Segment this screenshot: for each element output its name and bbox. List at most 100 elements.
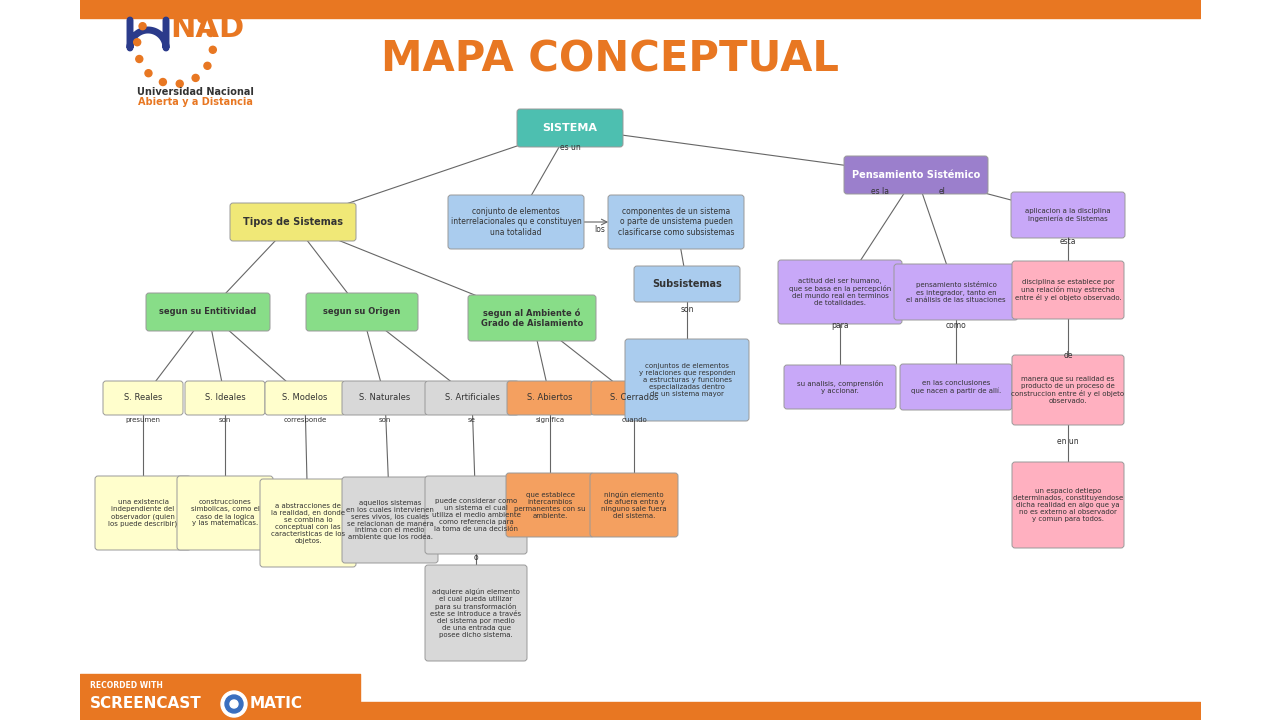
FancyBboxPatch shape xyxy=(634,266,740,302)
Circle shape xyxy=(192,74,200,81)
Text: conjuntos de elementos
y relaciones que responden
a estructuras y funciones
espe: conjuntos de elementos y relaciones que … xyxy=(639,363,735,397)
Text: puede considerar como
un sistema el cual
utiliza el medio ambiente
como referenc: puede considerar como un sistema el cual… xyxy=(431,498,521,532)
Text: corresponde: corresponde xyxy=(283,417,326,423)
Text: componentes de un sistema
o parte de unsistema pueden
clasificarse como subsiste: componentes de un sistema o parte de uns… xyxy=(618,207,735,237)
Text: presumen: presumen xyxy=(125,417,160,423)
Text: construcciones
simbolicas, como el
caso de la logica
y las matematicas.: construcciones simbolicas, como el caso … xyxy=(191,500,260,526)
Circle shape xyxy=(160,78,166,86)
FancyBboxPatch shape xyxy=(785,365,896,409)
Circle shape xyxy=(140,23,146,30)
Text: el: el xyxy=(938,187,946,197)
Text: S. Abiertos: S. Abiertos xyxy=(527,394,572,402)
FancyBboxPatch shape xyxy=(265,381,346,415)
Text: es la: es la xyxy=(870,187,890,197)
Text: SCREENCAST: SCREENCAST xyxy=(90,696,202,711)
Text: S. Ideales: S. Ideales xyxy=(205,394,246,402)
Text: S. Cerrados: S. Cerrados xyxy=(609,394,658,402)
FancyBboxPatch shape xyxy=(260,479,356,567)
FancyBboxPatch shape xyxy=(1012,355,1124,425)
Text: S. Naturales: S. Naturales xyxy=(360,394,411,402)
FancyBboxPatch shape xyxy=(893,264,1018,320)
FancyBboxPatch shape xyxy=(625,339,749,421)
Circle shape xyxy=(204,63,211,69)
Text: los: los xyxy=(595,225,605,235)
FancyBboxPatch shape xyxy=(778,260,902,324)
FancyBboxPatch shape xyxy=(468,295,596,341)
Text: de: de xyxy=(1064,351,1073,361)
Text: un espacio detiepo
determinados, constituyendose
dicha realidad en algo que ya
n: un espacio detiepo determinados, constit… xyxy=(1012,488,1123,522)
FancyBboxPatch shape xyxy=(1011,192,1125,238)
Text: Universidad Nacional: Universidad Nacional xyxy=(137,87,253,97)
Text: segun su Entitividad: segun su Entitividad xyxy=(160,307,256,317)
Text: Tipos de Sistemas: Tipos de Sistemas xyxy=(243,217,343,227)
Circle shape xyxy=(133,39,141,45)
Text: esta: esta xyxy=(1060,238,1076,246)
FancyBboxPatch shape xyxy=(448,195,584,249)
FancyBboxPatch shape xyxy=(230,203,356,241)
FancyBboxPatch shape xyxy=(306,293,419,331)
Text: MATIC: MATIC xyxy=(250,696,303,711)
Text: Pensamiento Sistémico: Pensamiento Sistémico xyxy=(852,170,980,180)
Circle shape xyxy=(183,6,191,14)
Circle shape xyxy=(151,11,157,17)
Text: se: se xyxy=(468,417,476,423)
FancyBboxPatch shape xyxy=(425,565,527,661)
Text: cuando: cuando xyxy=(621,417,646,423)
Text: MAPA CONCEPTUAL: MAPA CONCEPTUAL xyxy=(381,39,838,81)
Text: en las conclusiones
que nacen a partir de allí.: en las conclusiones que nacen a partir d… xyxy=(911,380,1001,394)
Text: a abstracciones de
la realidad, en donde
se combina lo
conceptual con las
caract: a abstracciones de la realidad, en donde… xyxy=(271,503,346,544)
Text: conjunto de elementos
interrelacionales qu e constituyen
una totalidad: conjunto de elementos interrelacionales … xyxy=(451,207,581,237)
Circle shape xyxy=(145,70,152,77)
Text: como: como xyxy=(946,320,966,330)
Circle shape xyxy=(207,30,214,37)
FancyBboxPatch shape xyxy=(425,381,518,415)
FancyBboxPatch shape xyxy=(591,381,677,415)
Text: segun su Origen: segun su Origen xyxy=(324,307,401,317)
Circle shape xyxy=(198,15,205,22)
Text: son: son xyxy=(219,417,232,423)
FancyBboxPatch shape xyxy=(342,477,438,563)
Circle shape xyxy=(177,80,183,87)
FancyBboxPatch shape xyxy=(102,381,183,415)
Text: para: para xyxy=(831,320,849,330)
Text: NAD: NAD xyxy=(170,14,244,43)
Text: son: son xyxy=(379,417,392,423)
Text: adquiere algún elemento
el cual pueda utilizar
para su transformación
este se in: adquiere algún elemento el cual pueda ut… xyxy=(430,588,521,638)
Text: actitud del ser humano,
que se basa en la percepción
del mundo real en terminos
: actitud del ser humano, que se basa en l… xyxy=(788,278,891,306)
Circle shape xyxy=(136,55,143,63)
Text: segun al Ambiente ó
Grado de Aislamiento: segun al Ambiente ó Grado de Aislamiento xyxy=(481,308,584,328)
Text: disciplina se establece por
una relación muy estrecha
entre él y el objeto obser: disciplina se establece por una relación… xyxy=(1015,279,1121,301)
Text: Abierta y a Distancia: Abierta y a Distancia xyxy=(137,97,252,107)
Text: aplicacion a la disciplina
Ingeniería de Sistemas: aplicacion a la disciplina Ingeniería de… xyxy=(1025,208,1111,222)
Text: S. Artificiales: S. Artificiales xyxy=(444,394,499,402)
FancyBboxPatch shape xyxy=(1012,462,1124,548)
Text: su analisis, comprensión
y accionar.: su analisis, comprensión y accionar. xyxy=(797,380,883,394)
Circle shape xyxy=(166,5,174,12)
Text: manera que su realidad es
producto de un proceso de
construccion entre él y el o: manera que su realidad es producto de un… xyxy=(1011,376,1125,404)
Text: ningún elemento
de afuera entra y
ninguno sale fuera
del sistema.: ningún elemento de afuera entra y ningun… xyxy=(602,491,667,518)
FancyBboxPatch shape xyxy=(1012,261,1124,319)
FancyBboxPatch shape xyxy=(507,381,593,415)
FancyBboxPatch shape xyxy=(517,109,623,147)
FancyBboxPatch shape xyxy=(177,476,273,550)
Text: significa: significa xyxy=(535,417,564,423)
FancyBboxPatch shape xyxy=(590,473,678,537)
FancyBboxPatch shape xyxy=(900,364,1012,410)
Text: son: son xyxy=(680,305,694,315)
Text: o: o xyxy=(474,554,479,562)
Text: en un: en un xyxy=(1057,438,1079,446)
Text: S. Modelos: S. Modelos xyxy=(283,394,328,402)
Text: SISTEMA: SISTEMA xyxy=(543,123,598,133)
Circle shape xyxy=(230,700,238,708)
FancyBboxPatch shape xyxy=(342,381,428,415)
Text: S. Reales: S. Reales xyxy=(124,394,163,402)
Text: Subsistemas: Subsistemas xyxy=(652,279,722,289)
Text: una existencia
independiente del
observador (quien
los puede describir): una existencia independiente del observa… xyxy=(109,499,178,527)
Text: es un: es un xyxy=(559,143,580,153)
FancyBboxPatch shape xyxy=(506,473,594,537)
FancyBboxPatch shape xyxy=(844,156,988,194)
FancyBboxPatch shape xyxy=(95,476,191,550)
Text: que establece
intercambios
permanentes con su
ambiente.: que establece intercambios permanentes c… xyxy=(515,492,586,518)
Text: aquellos sistemas
en los cuales intervienen
seres vivos, los cuales
se relaciona: aquellos sistemas en los cuales intervie… xyxy=(346,500,434,541)
FancyBboxPatch shape xyxy=(146,293,270,331)
